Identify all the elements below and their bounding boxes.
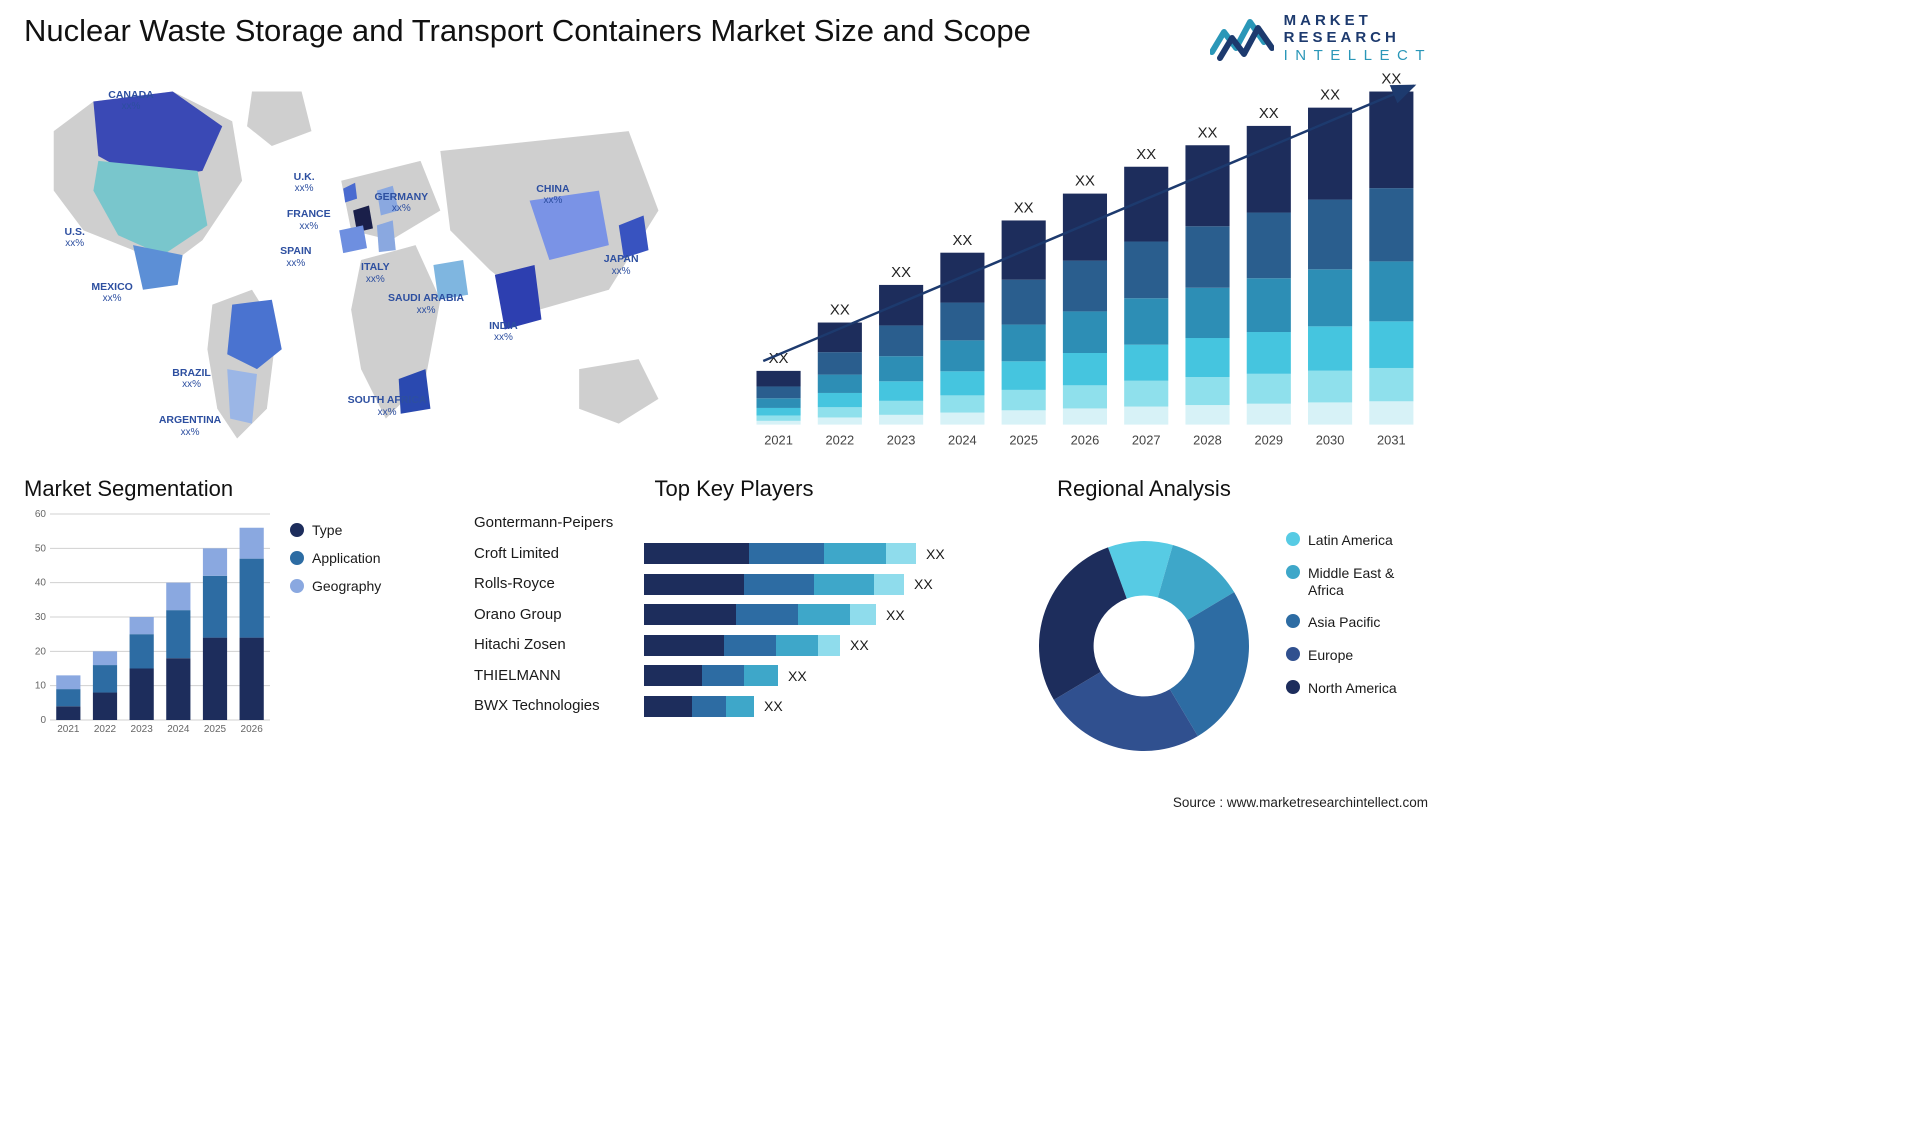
svg-text:XX: XX [1014,201,1034,217]
map-label: U.S.xx% [64,227,84,250]
svg-text:40: 40 [35,578,47,589]
player-bar-row [644,508,994,539]
player-label: Croft Limited [474,539,634,570]
svg-text:20: 20 [35,646,47,657]
market-trend-chart: XX 2021 XX 2022 XX 2023 XX 2024 XX 2025 XX 2026 XX 20… [738,70,1432,462]
regional-donut [1024,526,1264,766]
segmentation-title: Market Segmentation [24,476,274,502]
player-label: THIELMANN [474,661,634,692]
svg-text:2022: 2022 [94,724,117,735]
legend-item: Latin America [1286,532,1432,549]
segmentation-legend: Type Application Geography [274,476,381,746]
map-label: CHINAxx% [536,184,569,207]
player-value: XX [788,668,807,684]
svg-text:XX: XX [1136,147,1156,163]
map-label: JAPANxx% [604,254,639,277]
map-label: CANADAxx% [108,90,154,113]
svg-text:30: 30 [35,612,47,623]
svg-text:2027: 2027 [1132,432,1161,447]
svg-text:0: 0 [40,715,46,726]
player-value: XX [914,576,933,592]
svg-text:XX: XX [953,233,973,249]
map-label: MEXICOxx% [91,282,132,305]
legend-item: Application [290,550,381,566]
svg-text:2025: 2025 [1009,432,1038,447]
segmentation-chart: 0 10 20 30 40 50 60 2021 2022 2023 2024 2025 2026 [24,508,274,740]
map-label: SAUDI ARABIAxx% [388,293,464,316]
svg-text:XX: XX [830,303,850,319]
player-bar-row: XX [644,630,994,661]
key-players-title: Top Key Players [474,476,994,502]
page-title: Nuclear Waste Storage and Transport Cont… [24,12,1031,51]
svg-text:2031: 2031 [1377,432,1406,447]
player-bar-row: XX [644,691,994,722]
svg-text:2029: 2029 [1255,432,1284,447]
map-label: BRAZILxx% [172,368,211,391]
player-label: Hitachi Zosen [474,630,634,661]
svg-text:2021: 2021 [57,724,80,735]
player-value: XX [764,698,783,714]
svg-text:2023: 2023 [887,432,916,447]
source-label: Source : www.marketresearchintellect.com [1173,795,1428,810]
svg-text:50: 50 [35,543,47,554]
logo-text-2: RESEARCH [1284,29,1432,46]
regional-legend: Latin America Middle East & Africa Asia Pa… [1264,476,1432,713]
svg-text:2024: 2024 [167,724,190,735]
svg-text:XX: XX [1075,174,1095,190]
player-value: XX [926,546,945,562]
svg-text:2022: 2022 [826,432,855,447]
logo-icon [1210,12,1274,64]
player-bar-row: XX [644,600,994,631]
svg-text:2021: 2021 [764,432,793,447]
regional-title: Regional Analysis [1024,476,1264,502]
player-label: BWX Technologies [474,691,634,722]
map-label: ARGENTINAxx% [159,415,221,438]
legend-item: Type [290,522,381,538]
world-map-panel: CANADAxx% U.S.xx% MEXICOxx% BRAZILxx% ARGENT… [24,70,698,462]
legend-item: Europe [1286,647,1432,664]
map-label: SOUTH AFRICAxx% [348,395,427,418]
player-bar-row: XX [644,661,994,692]
svg-text:XX: XX [891,265,911,281]
svg-text:2025: 2025 [204,724,227,735]
map-label: INDIAxx% [489,321,518,344]
map-label: FRANCExx% [287,209,331,232]
player-label: Orano Group [474,600,634,631]
player-value: XX [886,607,905,623]
logo-text-1: MARKET [1284,12,1432,29]
map-label: SPAINxx% [280,246,311,269]
svg-text:2024: 2024 [948,432,977,447]
svg-text:2026: 2026 [1071,432,1100,447]
svg-text:2026: 2026 [241,724,264,735]
svg-text:XX: XX [1198,125,1218,141]
player-value: XX [850,637,869,653]
legend-item: Middle East & Africa [1286,565,1432,599]
map-label: U.K.xx% [294,172,315,195]
svg-text:60: 60 [35,509,47,520]
svg-text:XX: XX [1320,88,1340,104]
player-bar-row: XX [644,569,994,600]
legend-item: Asia Pacific [1286,614,1432,631]
svg-text:10: 10 [35,681,47,692]
svg-text:2028: 2028 [1193,432,1222,447]
player-bar-row: XX [644,539,994,570]
legend-item: North America [1286,680,1432,697]
key-players-chart: Gontermann-PeipersCroft LimitedRolls-Roy… [474,508,994,722]
map-label: GERMANYxx% [375,192,429,215]
player-label: Rolls-Royce [474,569,634,600]
map-label: ITALYxx% [361,262,390,285]
logo-text-3: INTELLECT [1284,47,1432,64]
svg-text:XX: XX [1382,72,1402,88]
svg-text:2023: 2023 [131,724,154,735]
svg-text:XX: XX [1259,106,1279,122]
legend-item: Geography [290,578,381,594]
svg-text:2030: 2030 [1316,432,1345,447]
player-label: Gontermann-Peipers [474,508,634,539]
brand-logo: MARKET RESEARCH INTELLECT [1210,12,1432,64]
